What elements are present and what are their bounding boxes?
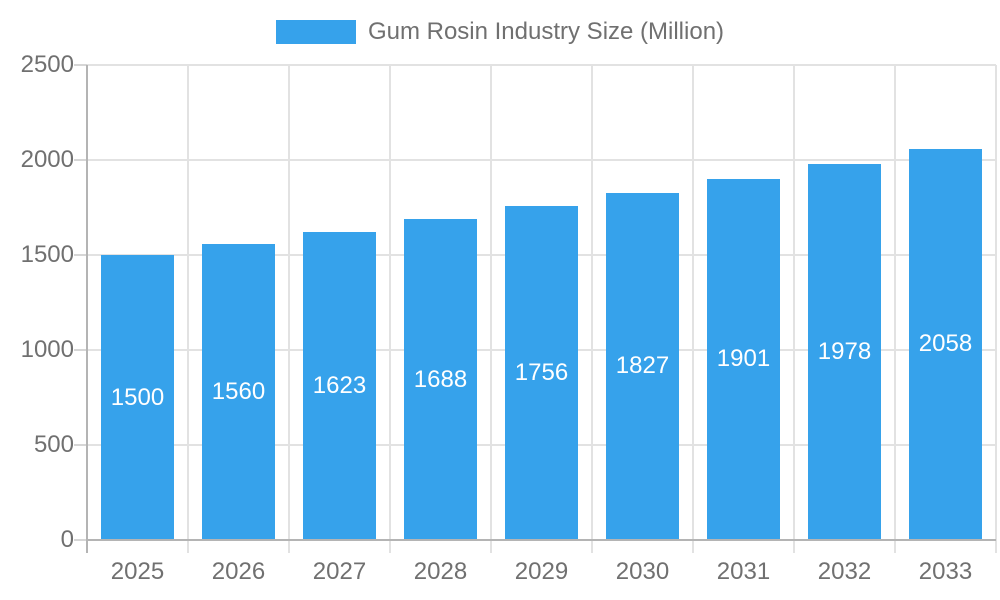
y-axis-tick — [74, 159, 87, 161]
bar-value-label: 1500 — [110, 383, 165, 411]
gridline-vertical — [187, 65, 189, 553]
y-axis-line — [86, 65, 88, 553]
bar-2028[interactable] — [404, 219, 477, 540]
x-tick-label: 2027 — [312, 558, 367, 585]
gridline-horizontal — [87, 159, 996, 161]
y-axis-tick — [74, 349, 87, 351]
bar-value-label: 1688 — [413, 365, 468, 393]
x-tick-label: 2033 — [918, 558, 973, 585]
x-tick-label: 2031 — [716, 558, 771, 585]
gridline-vertical — [591, 65, 593, 553]
bar-value-label: 1756 — [514, 359, 569, 387]
y-tick-label: 1500 — [20, 241, 74, 268]
y-tick-label: 1000 — [20, 336, 74, 363]
gridline-vertical — [995, 65, 997, 553]
gridline-vertical — [894, 65, 896, 553]
legend[interactable]: Gum Rosin Industry Size (Million) — [0, 19, 1000, 45]
bar-value-label: 1560 — [211, 377, 266, 405]
y-tick-label: 2000 — [20, 146, 74, 173]
gridline-vertical — [288, 65, 290, 553]
x-tick-label: 2030 — [615, 558, 670, 585]
x-tick-label: 2025 — [110, 558, 165, 585]
plot-area: 0 500 1000 1500 2000 2500 1500 2025 1560 2026 1623… — [21, 51, 997, 585]
gridline-horizontal — [87, 64, 996, 66]
y-axis-tick — [74, 539, 87, 541]
bar-2026[interactable] — [202, 243, 275, 540]
bar-value-label: 1901 — [716, 345, 771, 373]
bar-value-label: 1827 — [615, 352, 670, 380]
y-tick-label: 0 — [60, 526, 74, 553]
gridline-vertical — [692, 65, 694, 553]
bar-2029[interactable] — [505, 206, 578, 540]
y-axis-tick — [74, 64, 87, 66]
bar-2033[interactable] — [909, 148, 982, 540]
gridline-vertical — [793, 65, 795, 553]
bar-value-label: 2058 — [918, 330, 973, 358]
bar-value-label: 1978 — [817, 338, 872, 366]
bar-2032[interactable] — [808, 164, 881, 540]
y-tick-label: 2500 — [20, 51, 74, 78]
y-axis-tick — [74, 444, 87, 446]
x-tick-label: 2032 — [817, 558, 872, 585]
legend-swatch — [275, 20, 356, 44]
y-axis-tick — [74, 254, 87, 256]
gridline-vertical — [490, 65, 492, 553]
x-tick-label: 2029 — [514, 558, 569, 585]
bar-2031[interactable] — [707, 178, 780, 540]
x-tick-label: 2026 — [211, 558, 266, 585]
y-tick-label: 500 — [33, 431, 74, 458]
bar-2025[interactable] — [101, 255, 174, 540]
bar-2027[interactable] — [303, 231, 376, 540]
bar-value-label: 1623 — [312, 371, 367, 399]
legend-label: Gum Rosin Industry Size (Million) — [367, 18, 725, 45]
gridline-vertical — [389, 65, 391, 553]
bar-2030[interactable] — [606, 192, 679, 540]
x-tick-label: 2028 — [413, 558, 468, 585]
